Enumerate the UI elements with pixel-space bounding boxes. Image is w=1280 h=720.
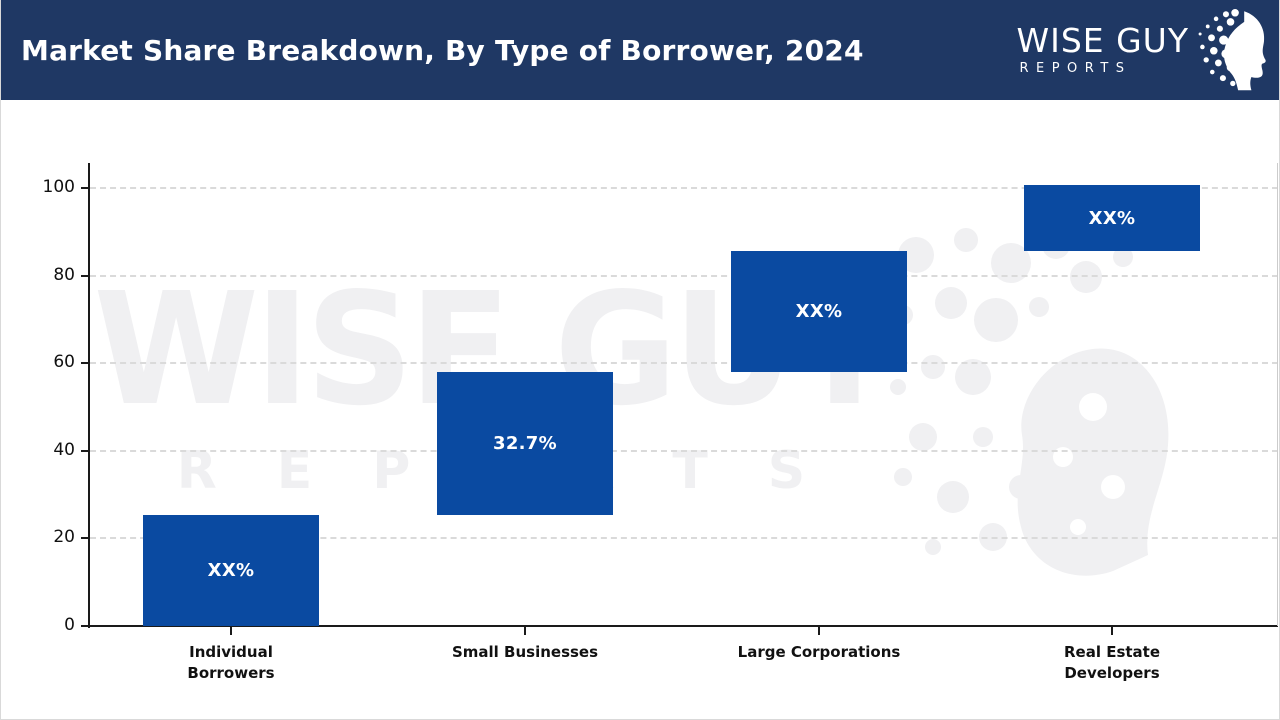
- logo-reports-text: REPORTS: [1019, 61, 1132, 76]
- right-border-line: [1277, 163, 1278, 626]
- page-title: Market Share Breakdown, By Type of Borro…: [21, 33, 864, 67]
- y-gridline: [90, 187, 1278, 189]
- y-tick-mark: [81, 537, 89, 539]
- category-label-line: Small Businesses: [451, 642, 599, 661]
- y-gridline: [90, 362, 1278, 364]
- dotted-head-icon: [1198, 8, 1266, 91]
- bar-value-label: XX%: [207, 559, 255, 581]
- x-tick-mark: [818, 627, 820, 635]
- y-gridline: [90, 449, 1278, 452]
- y-tick-label: 80: [53, 264, 75, 285]
- header-bar: Market Share Breakdown, By Type of Borro…: [1, 0, 1279, 100]
- y-tick-mark: [81, 449, 89, 452]
- y-tick-label: 20: [53, 527, 75, 547]
- category-label-2: Small Businesses: [415, 642, 635, 663]
- y-tick-label: 60: [53, 352, 75, 372]
- wiseguy-logo: WISE GUY REPORTS: [1016, 8, 1267, 92]
- category-label-line: Individual: [189, 642, 273, 661]
- y-tick-mark: [81, 362, 89, 364]
- y-tick-mark: [81, 274, 89, 277]
- y-tick-mark: [81, 624, 89, 627]
- bar-real-estate-developers: XX%: [1024, 185, 1200, 251]
- logo-name-text: WISE GUY: [1016, 21, 1189, 60]
- y-axis-line: [88, 163, 90, 628]
- category-label-line: Real Estate: [1063, 642, 1161, 661]
- y-tick-label: 40: [53, 439, 75, 460]
- bar-value-label: XX%: [795, 300, 843, 322]
- category-label-4: Real Estate Developers: [1002, 642, 1222, 684]
- bar-individual-borrowers: XX%: [143, 514, 319, 626]
- x-tick-mark: [524, 627, 526, 635]
- x-tick-mark: [230, 627, 232, 635]
- category-label-line: Developers: [1064, 663, 1160, 682]
- bar-value-label: 32.7%: [493, 432, 557, 454]
- bar-large-corporations: XX%: [731, 251, 907, 372]
- category-label-line: Borrowers: [187, 663, 275, 682]
- category-label-1: Individual Borrowers: [121, 642, 341, 684]
- bar-value-label: XX%: [1088, 207, 1136, 229]
- y-tick-label: 0: [64, 614, 75, 635]
- y-tick-mark: [81, 187, 89, 189]
- category-label-3: Large Corporations: [709, 642, 929, 663]
- logo-wordmark: WISE GUY REPORTS: [1016, 21, 1189, 77]
- bar-small-businesses: 32.7%: [437, 371, 613, 515]
- y-gridline: [90, 274, 1278, 277]
- y-tick-label: 100: [42, 177, 75, 197]
- x-tick-mark: [1111, 627, 1113, 635]
- category-label-line: Large Corporations: [737, 642, 901, 661]
- y-gridline: [90, 537, 1278, 539]
- x-axis-line: [88, 625, 1278, 627]
